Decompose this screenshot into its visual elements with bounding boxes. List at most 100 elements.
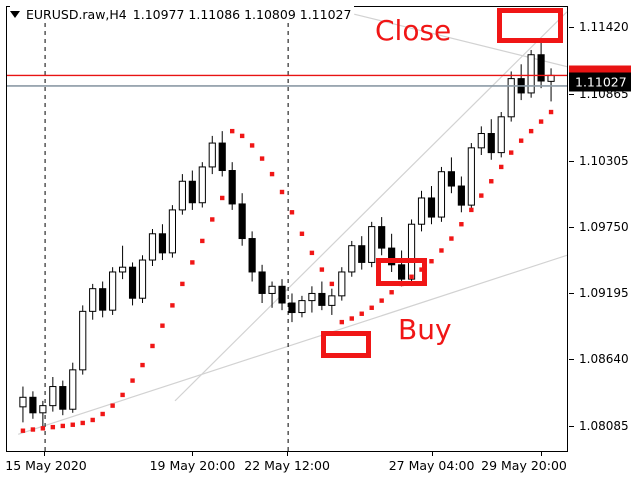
chevron-down-icon[interactable] (10, 11, 20, 18)
parabolic-sar-dot (80, 420, 85, 426)
price-axis-label: 1.09195 (579, 286, 629, 301)
parabolic-sar-dot (508, 150, 514, 155)
parabolic-sar-dot (349, 316, 354, 321)
parabolic-sar-dot (160, 323, 165, 328)
parabolic-sar-dot (439, 248, 444, 253)
ask-price-tag (569, 65, 631, 75)
parabolic-sar-dot (180, 281, 185, 287)
parabolic-sar-dot (249, 143, 255, 148)
candle-body (89, 288, 97, 312)
candlestick-chart-svg (7, 7, 567, 451)
parabolic-sar-dot (518, 138, 524, 143)
parabolic-sar-dot (499, 164, 504, 170)
parabolic-sar-dot (20, 428, 26, 433)
parabolic-sar-dot (538, 119, 544, 124)
parabolic-sar-dot (389, 290, 394, 295)
highlight-box-buy-second (376, 258, 427, 286)
time-axis-label: 22 May 12:00 (244, 458, 330, 473)
candle-body (168, 209, 176, 254)
parabolic-sar-dot (170, 303, 175, 308)
parabolic-sar-dot (220, 195, 225, 201)
price-axis-label: 1.10305 (579, 153, 629, 168)
parabolic-sar-dot (259, 156, 265, 161)
trendline-lower-support (18, 254, 567, 435)
highlight-box-buy-first (321, 331, 371, 358)
candle-body (158, 233, 167, 254)
parabolic-sar-dot (90, 417, 95, 423)
parabolic-sar-dot (289, 210, 295, 215)
parabolic-sar-dot (379, 298, 384, 303)
parabolic-sar-dot (548, 109, 554, 115)
candle-body (69, 369, 77, 410)
parabolic-sar-dot (369, 305, 374, 310)
parabolic-sar-dot (50, 424, 56, 430)
price-chart-plot-area[interactable] (6, 6, 568, 452)
candle-body (138, 259, 147, 299)
time-tick (44, 452, 46, 456)
candle-body (298, 300, 306, 314)
candle-body (358, 245, 366, 263)
candle-body (148, 233, 157, 261)
candle-body (49, 386, 57, 407)
candle-body (228, 170, 236, 205)
candle-body (427, 197, 436, 218)
symbol-header: EURUSD.raw,H4 1.10977 1.11086 1.10809 1.… (10, 5, 355, 23)
time-tick (540, 452, 542, 456)
parabolic-sar-dot (229, 128, 235, 134)
highlight-box-close (497, 8, 563, 43)
parabolic-sar-dot (150, 343, 155, 349)
candle-body (99, 288, 107, 311)
candle-body (288, 302, 296, 314)
candle-body (79, 310, 87, 371)
candle-body (29, 396, 37, 414)
candle-body (447, 171, 456, 187)
price-axis-label: 1.11420 (579, 20, 629, 35)
candle-body (308, 292, 316, 302)
candle-body (368, 226, 376, 263)
parabolic-sar-dot (190, 260, 195, 265)
price-tick (569, 160, 574, 162)
time-tick (431, 452, 433, 456)
price-axis-label: 1.08085 (579, 418, 629, 433)
candle-body (258, 271, 266, 294)
candle-body (477, 133, 485, 149)
price-tick (569, 359, 574, 361)
candle-body (407, 223, 416, 280)
parabolic-sar-dot (459, 222, 464, 227)
candle-body (547, 74, 555, 82)
symbol-period-label: EURUSD.raw,H4 (26, 6, 127, 22)
price-tick (569, 293, 574, 295)
candle-body (238, 203, 246, 240)
price-axis-label: 1.09750 (579, 219, 629, 234)
price-axis-label: 1.08640 (579, 352, 629, 367)
parabolic-sar-dot (299, 231, 305, 236)
price-axis[interactable]: 1.11420 1.10865 1.10305 1.09750 1.09195 1.086… (569, 6, 640, 452)
time-axis[interactable]: 15 May 2020 19 May 20:00 22 May 12:00 27 Ma… (5, 452, 568, 480)
annotation-close-label: Close (375, 14, 452, 47)
candle-body (59, 386, 67, 410)
time-axis-label: 27 May 04:00 (388, 458, 475, 473)
candle-body (348, 245, 356, 273)
time-tick (192, 452, 194, 456)
annotation-buy-label: Buy (398, 313, 452, 346)
candle-body (248, 238, 256, 273)
candle-body (487, 133, 495, 154)
candle-body (218, 142, 226, 172)
parabolic-sar-dot (489, 179, 494, 184)
candle-body (19, 396, 27, 408)
candle-body (318, 292, 326, 306)
candle-body (208, 142, 216, 168)
parabolic-sar-dot (100, 411, 105, 417)
candle-body (328, 295, 336, 306)
parabolic-sar-dot (339, 319, 345, 325)
parabolic-sar-dot (479, 193, 484, 198)
candle-body (398, 264, 406, 280)
candle-body (109, 271, 117, 311)
parabolic-sar-dot (239, 133, 245, 139)
parabolic-sar-dot (449, 236, 454, 241)
price-tick (569, 27, 574, 29)
parabolic-sar-dot (140, 362, 145, 368)
candle-body (417, 197, 426, 225)
candle-body (378, 226, 386, 249)
candle-body (467, 147, 475, 206)
